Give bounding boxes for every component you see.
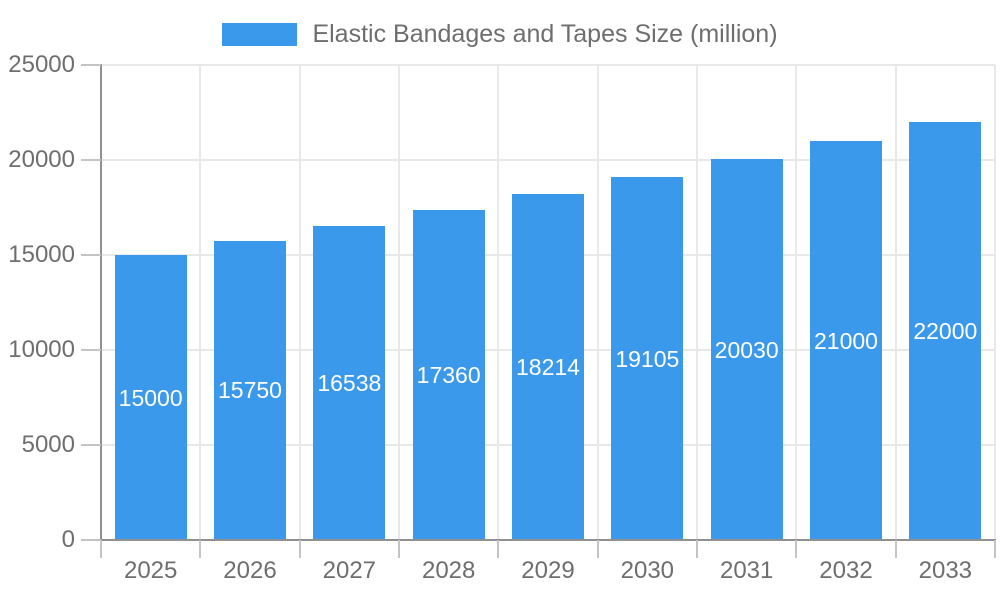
x-axis-tick	[696, 540, 698, 558]
gridline-vertical	[596, 65, 599, 540]
y-tick-label: 0	[61, 526, 75, 553]
y-axis-tick	[81, 159, 101, 161]
x-tick-label: 2031	[719, 557, 774, 584]
bar[interactable]	[810, 141, 882, 540]
x-axis-tick	[497, 540, 500, 558]
x-axis-tick	[894, 540, 897, 558]
gridline-vertical	[298, 65, 301, 540]
gridline-vertical	[696, 65, 698, 540]
gridline-horizontal	[101, 159, 995, 161]
gridline-vertical	[795, 65, 798, 540]
x-tick-label: 2033	[918, 557, 973, 584]
x-axis-tick	[994, 540, 996, 558]
x-tick-label: 2028	[421, 557, 476, 584]
legend-item[interactable]: Elastic Bandages and Tapes Size (million…	[222, 20, 778, 48]
y-tick-label: 10000	[8, 336, 75, 363]
y-axis-tick	[81, 444, 101, 446]
bar-value-label: 16538	[317, 369, 382, 396]
bar-value-label: 19105	[615, 345, 680, 372]
bar[interactable]	[512, 193, 584, 540]
bar-value-label: 15000	[118, 384, 183, 411]
x-tick-label: 2030	[620, 557, 675, 584]
gridline-vertical	[497, 65, 500, 540]
x-axis-line	[100, 539, 996, 541]
bar[interactable]	[909, 122, 982, 540]
x-axis-tick	[398, 540, 400, 558]
x-tick-label: 2027	[322, 557, 377, 584]
y-axis-line	[100, 64, 102, 541]
legend-label: Elastic Bandages and Tapes Size (million…	[312, 20, 778, 48]
x-tick-label: 2029	[521, 557, 575, 584]
x-tick-label: 2032	[819, 557, 873, 584]
y-tick-label: 5000	[21, 431, 75, 458]
bar-value-label: 17360	[416, 362, 481, 389]
x-axis-tick	[596, 540, 599, 558]
bar[interactable]	[412, 210, 485, 540]
y-axis-tick	[81, 539, 101, 541]
bar[interactable]	[114, 255, 187, 540]
bar[interactable]	[214, 240, 286, 540]
y-axis-tick	[81, 254, 101, 256]
gridline-vertical	[398, 65, 400, 540]
x-axis-tick	[199, 540, 202, 558]
x-axis-tick	[100, 540, 102, 558]
bar-value-label: 20030	[714, 336, 779, 363]
y-tick-label: 20000	[8, 146, 75, 173]
bar-value-label: 15750	[218, 377, 282, 404]
legend-swatch-icon	[222, 22, 298, 46]
x-axis-tick	[795, 540, 798, 558]
bar[interactable]	[313, 225, 386, 540]
x-tick-label: 2026	[223, 557, 277, 584]
gridline-vertical	[894, 65, 897, 540]
bar[interactable]	[611, 177, 684, 540]
bar-value-label: 21000	[814, 327, 878, 354]
x-tick-label: 2025	[123, 557, 178, 584]
bar[interactable]	[710, 159, 783, 540]
bar-value-label: 22000	[913, 318, 978, 344]
y-axis-tick	[81, 64, 101, 66]
y-tick-label: 25000	[8, 51, 75, 78]
gridline-horizontal	[101, 64, 995, 66]
legend: Elastic Bandages and Tapes Size (million…	[0, 20, 1000, 48]
gridline-vertical	[199, 65, 202, 540]
bar-value-label: 18214	[516, 353, 580, 380]
y-axis-tick	[81, 349, 101, 351]
gridline-vertical	[994, 65, 996, 540]
x-axis-tick	[298, 540, 301, 558]
y-tick-label: 15000	[8, 241, 75, 268]
